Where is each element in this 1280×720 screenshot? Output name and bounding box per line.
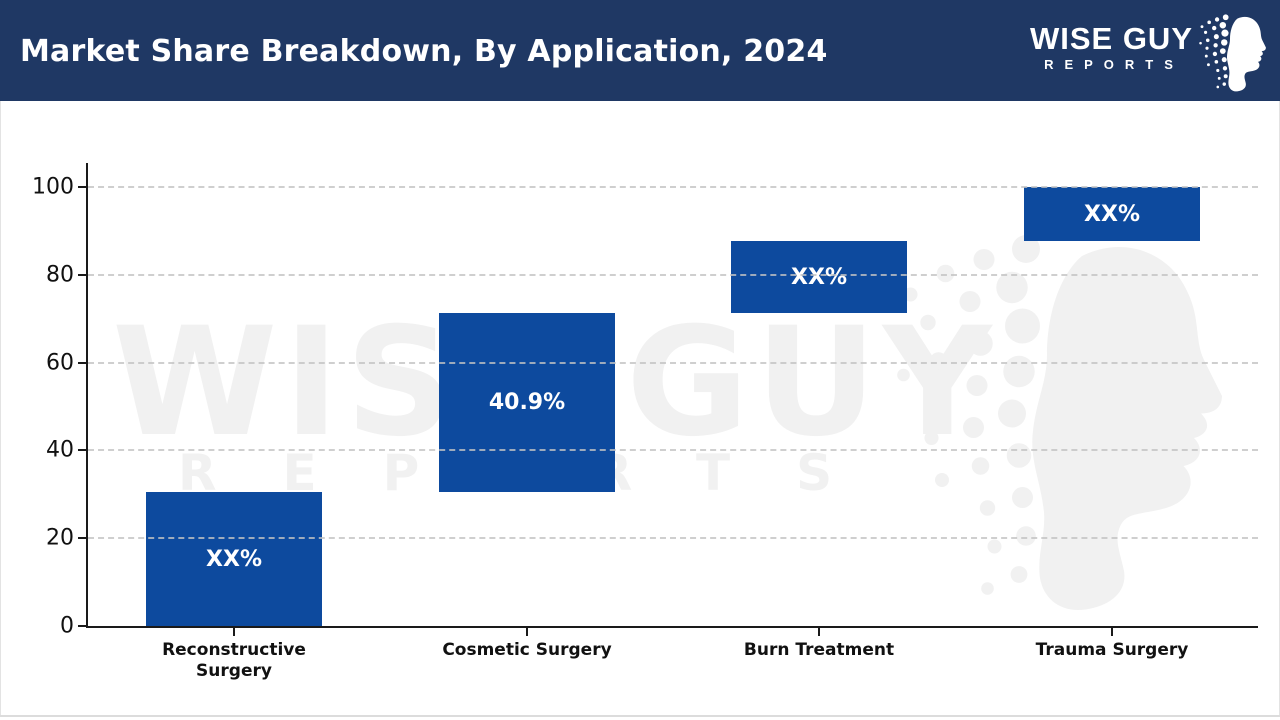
bar-value-label: 40.9% — [488, 390, 566, 415]
x-axis-tick-mark — [526, 628, 528, 636]
x-axis-category-label: Trauma Surgery — [1035, 640, 1189, 660]
y-axis-tick-label: 40 — [46, 437, 74, 463]
logo-text: WISE GUY REPORTS — [1030, 22, 1193, 74]
bar-cosmetic-surgery: 40.9% — [439, 313, 615, 492]
y-axis-tick-label: 20 — [46, 525, 74, 551]
bar-burn-treatment: XX% — [731, 241, 907, 313]
footer-divider — [0, 715, 1280, 717]
y-axis-tick-mark — [78, 625, 87, 627]
y-axis-tick-label: 80 — [46, 262, 74, 288]
x-axis-category-label: Burn Treatment — [743, 640, 895, 660]
x-axis-tick-mark — [233, 628, 235, 636]
logo-subtitle: REPORTS — [1044, 57, 1184, 72]
gridline — [88, 186, 1258, 188]
y-axis-tick-mark — [78, 186, 87, 188]
watermark-face-icon — [897, 235, 1222, 611]
gridline — [88, 362, 1258, 364]
bar-value-label: XX% — [206, 546, 262, 572]
bar-value-label: XX% — [791, 264, 847, 290]
x-axis-tick-mark — [1111, 628, 1113, 636]
gridline — [88, 537, 1258, 539]
y-axis-tick-mark — [78, 362, 87, 364]
bar-trauma-surgery: XX% — [1024, 187, 1200, 241]
dotted-face-profile-icon — [1199, 14, 1266, 92]
y-axis-line — [86, 163, 88, 628]
y-axis-tick-mark — [78, 537, 87, 539]
logo-wordmark: WISE GUY — [1029, 21, 1193, 56]
x-axis-line — [86, 626, 1258, 628]
x-axis-tick-mark — [818, 628, 820, 636]
wise-guy-reports-logo: WISE GUY REPORTS — [1018, 8, 1268, 94]
header-bar: Market Share Breakdown, By Application, … — [0, 0, 1280, 101]
bar-reconstructive-surgery: XX% — [146, 492, 322, 626]
y-axis-tick-label: 100 — [32, 174, 74, 200]
gridline — [88, 449, 1258, 451]
x-axis-category-label: Reconstructive Surgery — [162, 640, 306, 681]
y-axis-tick-label: 0 — [60, 613, 74, 639]
gridline — [88, 274, 1258, 276]
y-axis-tick-label: 60 — [46, 350, 74, 376]
page-title: Market Share Breakdown, By Application, … — [20, 34, 828, 69]
y-axis-tick-mark — [78, 449, 87, 451]
y-axis-tick-mark — [78, 274, 87, 276]
x-axis-category-label: Cosmetic Surgery — [442, 640, 612, 660]
bar-value-label: XX% — [1084, 201, 1140, 227]
